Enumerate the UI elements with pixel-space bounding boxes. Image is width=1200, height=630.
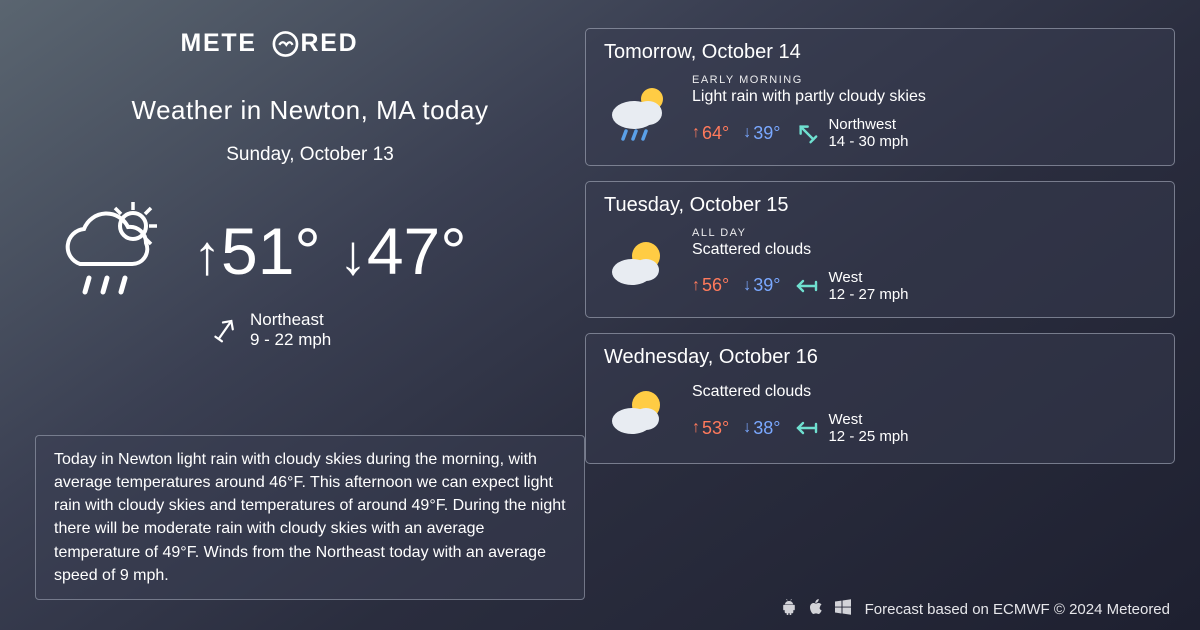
current-conditions: ↑51° ↓47° — [35, 196, 585, 306]
wind-direction-icon — [794, 415, 820, 441]
forecast-low: ↓38° — [743, 418, 780, 439]
android-icon — [781, 599, 797, 620]
forecast-wind: West 12 - 27 mph — [794, 269, 908, 304]
forecast-wind: West 12 - 25 mph — [794, 411, 908, 446]
partly-cloudy-icon — [604, 379, 674, 449]
forecast-period: ALL DAY — [692, 227, 1156, 239]
arrow-up-icon: ↑ — [193, 223, 221, 286]
forecast-condition: Scattered clouds — [692, 383, 1156, 401]
arrow-up-icon: ↑ — [692, 124, 700, 142]
forecast-period: EARLY MORNING — [692, 74, 1156, 86]
svg-text:RED: RED — [301, 29, 359, 57]
page-heading: Weather in Newton, MA today — [35, 95, 585, 126]
arrow-down-icon: ↓ — [339, 223, 367, 286]
rain-cloud-sun-icon — [55, 196, 175, 306]
arrow-up-icon: ↑ — [692, 419, 700, 437]
forecast-condition: Scattered clouds — [692, 241, 1156, 259]
forecast-date: Wednesday, October 16 — [604, 346, 1156, 369]
forecast-wind: Northwest 14 - 30 mph — [794, 116, 908, 151]
forecast-condition: Light rain with partly cloudy skies — [692, 88, 1156, 106]
arrow-down-icon: ↓ — [743, 124, 751, 142]
arrow-down-icon: ↓ — [743, 419, 751, 437]
forecast-card[interactable]: Wednesday, October 16 Scattered clouds ↑… — [585, 333, 1175, 464]
wind-direction: Northeast — [250, 310, 331, 330]
forecast-high: ↑53° — [692, 418, 729, 439]
brand-logo: METE RED — [175, 28, 585, 65]
arrow-down-icon: ↓ — [743, 277, 751, 295]
svg-text:METE: METE — [181, 29, 257, 57]
current-wind: Northeast 9 - 22 mph — [35, 310, 585, 351]
wind-direction-icon — [794, 120, 820, 146]
wind-speed: 9 - 22 mph — [250, 330, 331, 350]
current-low: 47° — [367, 214, 467, 288]
forecast-low: ↓39° — [743, 275, 780, 296]
footer-text: Forecast based on ECMWF © 2024 Meteored — [865, 601, 1170, 618]
forecast-summary: Today in Newton light rain with cloudy s… — [35, 435, 585, 600]
forecast-high: ↑64° — [692, 123, 729, 144]
rain-partly-icon — [604, 77, 674, 147]
footer: Forecast based on ECMWF © 2024 Meteored — [781, 599, 1170, 620]
current-date: Sunday, October 13 — [35, 144, 585, 166]
windows-icon — [835, 599, 851, 620]
wind-direction-icon — [794, 273, 820, 299]
forecast-high: ↑56° — [692, 275, 729, 296]
forecast-list: Tomorrow, October 14 EARLY MORNING Light… — [585, 20, 1175, 620]
apple-icon — [809, 599, 823, 620]
current-high: 51° — [221, 214, 321, 288]
forecast-card[interactable]: Tuesday, October 15 ALL DAY Scattered cl… — [585, 181, 1175, 319]
forecast-date: Tuesday, October 15 — [604, 194, 1156, 217]
forecast-date: Tomorrow, October 14 — [604, 41, 1156, 64]
wind-direction-icon — [210, 315, 240, 345]
forecast-low: ↓39° — [743, 123, 780, 144]
forecast-card[interactable]: Tomorrow, October 14 EARLY MORNING Light… — [585, 28, 1175, 166]
arrow-up-icon: ↑ — [692, 277, 700, 295]
partly-cloudy-icon — [604, 230, 674, 300]
